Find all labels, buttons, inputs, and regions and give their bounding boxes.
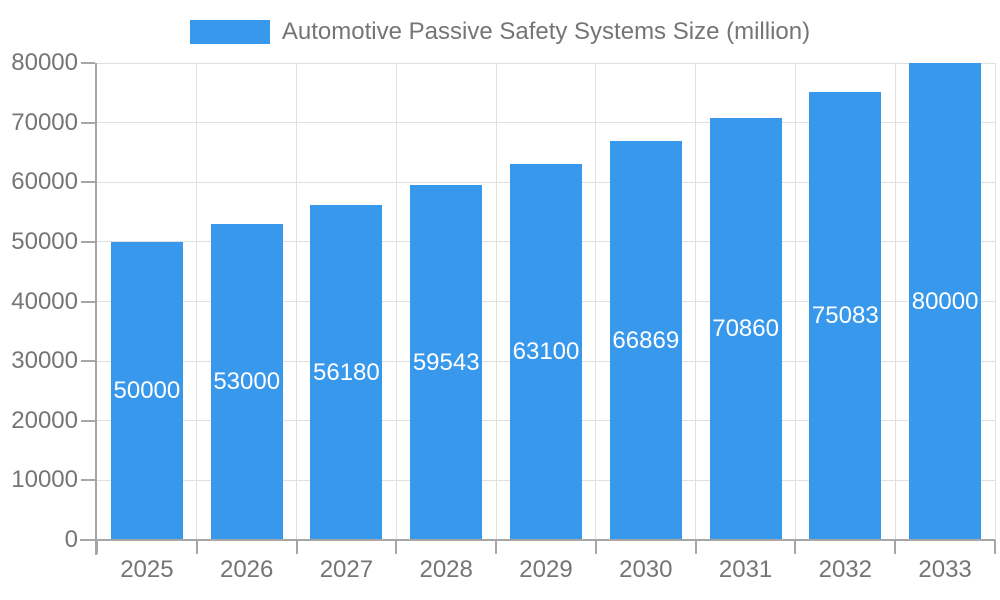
bar-value-label: 56180 (313, 358, 380, 386)
v-gridline (296, 63, 298, 540)
plot-area: 50000 53000 56180 59543 63100 66869 70860 75083… (11, 49, 996, 583)
x-axis-tick-label: 2030 (619, 556, 673, 583)
x-axis-line (80, 539, 995, 541)
v-gridline (894, 63, 896, 540)
x-axis-tick-label: 2025 (120, 556, 174, 583)
x-axis-tick-label: 2032 (818, 556, 872, 583)
y-axis-tick-label: 50000 (11, 227, 78, 255)
bar[interactable]: 50000 (110, 241, 183, 540)
y-tick-mark (81, 181, 95, 184)
y-axis-tick-label: 0 (64, 526, 78, 553)
y-axis-tick-label: 60000 (11, 168, 78, 196)
v-gridline (595, 63, 597, 540)
bar[interactable]: 53000 (210, 224, 283, 540)
y-axis-tick-label: 30000 (11, 347, 78, 375)
v-gridline (794, 63, 796, 540)
h-gridline (97, 62, 995, 64)
y-axis-tick-label: 80000 (11, 49, 78, 76)
bar-value-label: 63100 (512, 337, 580, 365)
bar-value-label: 66869 (612, 326, 680, 354)
y-axis-tick-label: 20000 (11, 406, 78, 434)
bar[interactable]: 63100 (510, 163, 582, 540)
bar-value-label: 75083 (811, 302, 879, 330)
bar[interactable]: 56180 (310, 205, 383, 540)
x-tick-mark (495, 540, 498, 554)
x-axis-tick-label: 2028 (419, 556, 473, 583)
bar[interactable]: 70860 (709, 117, 782, 540)
v-gridline (495, 63, 497, 540)
x-axis-tick-label: 2026 (219, 556, 274, 583)
v-gridline (994, 63, 996, 540)
y-tick-mark (81, 419, 95, 422)
y-tick-mark (81, 300, 95, 303)
x-axis-tick-label: 2029 (519, 556, 573, 583)
y-tick-mark (81, 539, 95, 541)
v-gridline (395, 63, 397, 540)
bar[interactable]: 66869 (609, 141, 682, 540)
bar-value-label: 53000 (213, 368, 281, 395)
bar-value-label: 50000 (113, 376, 181, 404)
x-axis-tick-label: 2027 (319, 556, 374, 583)
y-tick-mark (81, 360, 95, 363)
x-tick-mark (794, 540, 797, 554)
x-axis-tick-label: 2031 (718, 556, 773, 583)
legend-swatch[interactable] (189, 20, 270, 44)
x-tick-mark (295, 540, 298, 554)
v-gridline (196, 63, 198, 540)
y-axis-tick-label: 70000 (11, 108, 78, 136)
y-axis-tick-label: 40000 (11, 287, 78, 315)
bar-value-label: 70860 (712, 314, 779, 342)
x-tick-mark (694, 540, 697, 554)
x-tick-mark (894, 540, 897, 554)
bar[interactable]: 80000 (909, 63, 982, 540)
x-tick-mark (594, 540, 597, 554)
legend-label: Automotive Passive Safety Systems Size (… (281, 18, 811, 45)
y-axis-tick-label: 10000 (11, 466, 78, 494)
y-tick-mark (81, 240, 95, 243)
bar-value-label: 80000 (911, 287, 979, 315)
x-tick-mark (195, 540, 198, 554)
x-tick-mark (994, 540, 996, 554)
bar[interactable]: 59543 (410, 185, 483, 540)
bar-value-label: 59543 (412, 348, 480, 376)
y-axis-line (95, 63, 97, 555)
bar[interactable]: 75083 (809, 92, 882, 540)
x-axis-tick-label: 2033 (918, 556, 972, 583)
v-gridline (695, 63, 697, 540)
legend: Automotive Passive Safety Systems Size (… (0, 17, 1000, 47)
h-gridline (97, 122, 995, 124)
y-tick-mark (81, 62, 95, 64)
y-tick-mark (81, 479, 95, 482)
y-tick-mark (81, 121, 95, 124)
x-tick-mark (395, 540, 398, 554)
x-tick-mark (96, 540, 98, 554)
